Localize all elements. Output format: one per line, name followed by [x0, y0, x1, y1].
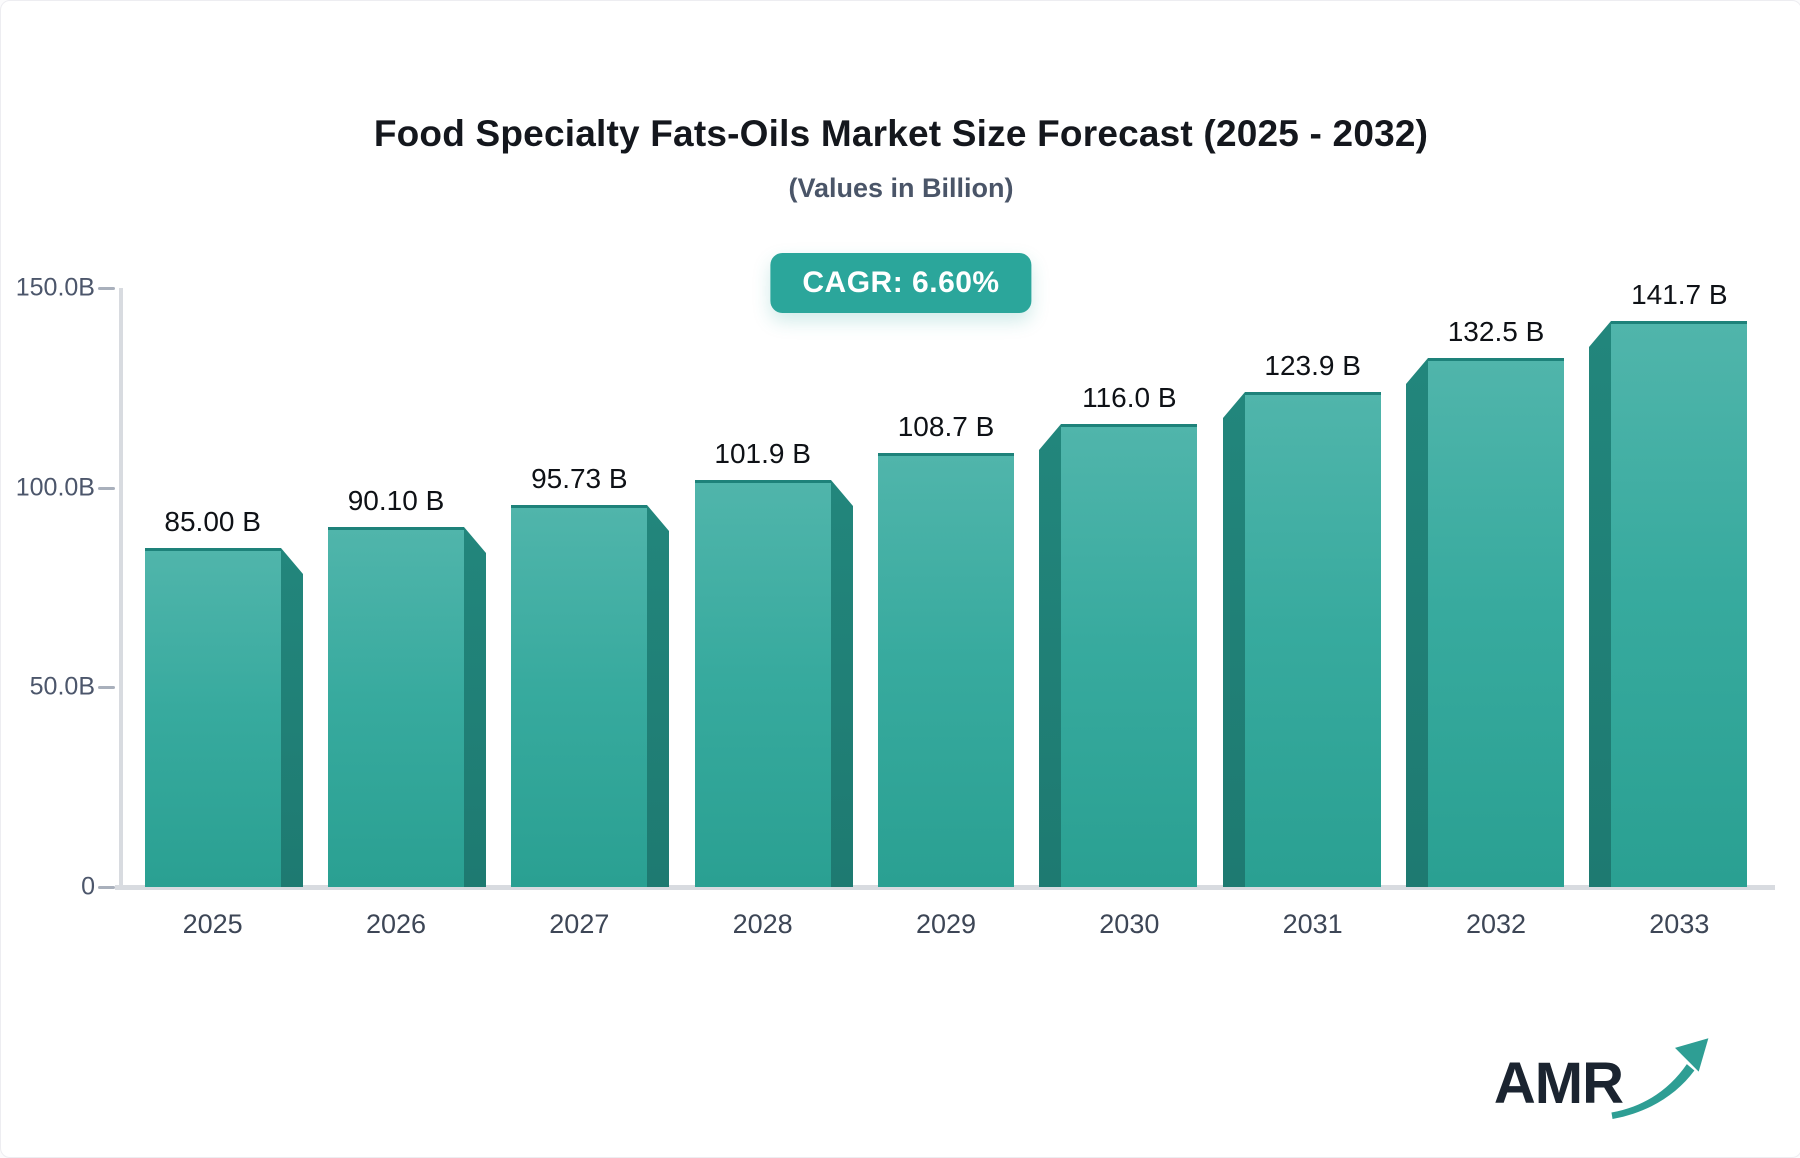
cagr-badge: CAGR: 6.60%: [770, 253, 1032, 313]
amr-logo: AMR: [1493, 1038, 1713, 1119]
x-axis-label: 2032: [1465, 909, 1527, 939]
bar-value-label: 108.7 B: [897, 411, 995, 442]
y-tick-dash: [98, 287, 115, 290]
bar-side-2025: [281, 548, 303, 887]
bar-2031: [1245, 392, 1381, 887]
bar-value-label: 90.10 B: [347, 485, 445, 516]
amr-logo-text: AMR: [1493, 1050, 1624, 1116]
bar-side-2026: [464, 527, 486, 887]
x-axis-label: 2028: [732, 909, 793, 939]
bar-2029: [878, 453, 1014, 887]
bar-2028: [695, 480, 831, 887]
bar-2030: [1061, 424, 1197, 887]
y-axis-line: [119, 288, 123, 888]
y-tick-label: 0: [81, 872, 95, 901]
bar-2032: [1428, 358, 1564, 887]
x-axis-label: 2026: [365, 909, 427, 939]
x-axis-label: 2030: [1099, 909, 1160, 939]
bar-2033: [1611, 321, 1747, 887]
x-axis-label: 2031: [1282, 909, 1343, 939]
bar-value-label: 132.5 B: [1447, 316, 1545, 347]
bar-2025: [145, 548, 281, 887]
x-axis-label: 2025: [182, 909, 243, 939]
bar-side-2032: [1406, 358, 1428, 887]
bar-side-2027: [647, 505, 669, 887]
x-axis-label: 2029: [915, 909, 977, 939]
y-tick-label: 150.0B: [15, 273, 95, 302]
x-axis-label: 2033: [1649, 909, 1710, 939]
x-axis-label: 2027: [549, 909, 610, 939]
y-tick-dash: [98, 886, 115, 889]
bar-side-2031: [1223, 392, 1245, 887]
bar-value-label: 95.73 B: [531, 463, 628, 494]
y-tick-label: 50.0B: [29, 672, 95, 701]
bar-value-label: 101.9 B: [714, 438, 811, 469]
bar-side-2033: [1589, 321, 1611, 887]
bar-value-label: 141.7 B: [1631, 279, 1728, 310]
bar-side-2030: [1039, 424, 1061, 887]
bar-2027: [511, 505, 647, 887]
bar-value-label: 85.00 B: [164, 506, 261, 537]
chart-subtitle: (Values in Billion): [788, 173, 1014, 203]
chart-title: Food Specialty Fats-Oils Market Size For…: [373, 113, 1429, 154]
y-tick-label: 100.0B: [15, 473, 95, 502]
bar-side-2028: [831, 480, 853, 887]
x-axis-line: [115, 885, 1775, 890]
trend-up-arrow-icon: [1611, 1038, 1709, 1119]
y-tick-dash: [98, 686, 115, 690]
bar-2026: [328, 527, 464, 887]
y-tick-dash: [98, 486, 115, 490]
bar-value-label: 123.9 B: [1264, 350, 1361, 381]
bar-value-label: 116.0 B: [1082, 382, 1177, 413]
